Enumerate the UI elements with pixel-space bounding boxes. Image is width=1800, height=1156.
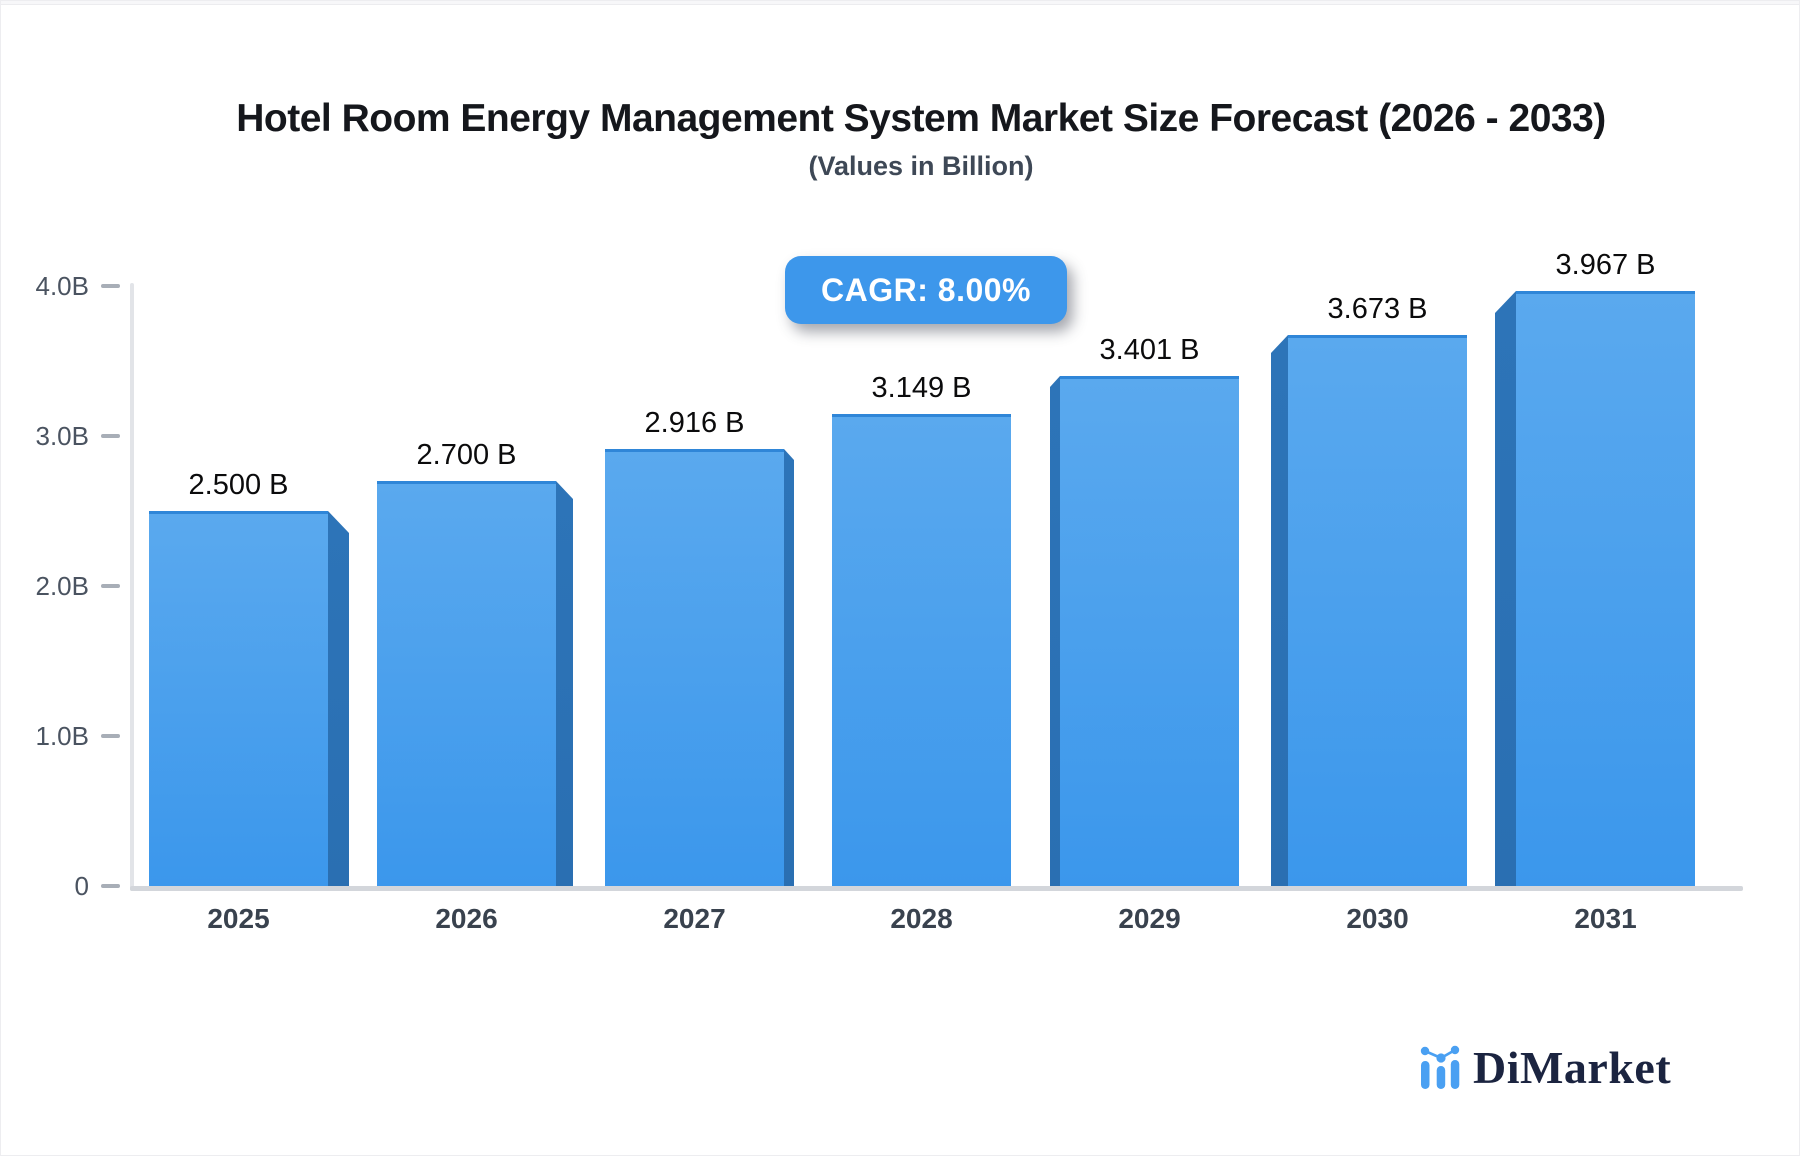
dimarket-logo-icon [1420, 1045, 1460, 1089]
bar-value-label-2030: 3.673 B [1327, 293, 1428, 325]
x-axis-label-2031: 2031 [1574, 903, 1637, 934]
bar-face-2026 [377, 481, 556, 886]
y-tick-label-0: 0 [74, 871, 89, 901]
y-tick-mark-0 [101, 884, 120, 888]
x-axis-line [130, 886, 1743, 891]
chart-subtitle: (Values in Billion) [808, 151, 1034, 181]
bar-face-2031 [1516, 291, 1695, 886]
cagr-badge: CAGR: 8.00% [785, 256, 1067, 324]
x-axis-label-2029: 2029 [1118, 903, 1181, 934]
bar-side-shade-2031 [1495, 291, 1516, 886]
bar-2027[interactable] [605, 449, 794, 886]
y-tick-label-2.0B: 2.0B [35, 571, 90, 601]
bar-value-label-2025: 2.500 B [188, 469, 289, 501]
bar-2028[interactable] [832, 414, 1011, 886]
bar-value-label-2027: 2.916 B [644, 407, 745, 439]
x-axis-label-2027: 2027 [663, 903, 726, 934]
bar-face-2028 [832, 414, 1011, 886]
y-tick-mark-4.0B [101, 284, 120, 288]
dimarket-logo: DiMarket [1420, 1041, 1671, 1094]
bar-2030[interactable] [1271, 335, 1467, 886]
bar-2026[interactable] [377, 481, 573, 886]
bar-face-2030 [1288, 335, 1467, 886]
bar-2031[interactable] [1495, 291, 1695, 886]
bar-value-label-2029: 3.401 B [1099, 334, 1200, 366]
y-tick-mark-2.0B [101, 584, 120, 588]
dimarket-logo-text: DiMarket [1473, 1042, 1672, 1093]
bar-2029[interactable] [1050, 376, 1239, 886]
bar-face-2025 [149, 511, 328, 886]
bar-side-shade-2029 [1050, 376, 1060, 886]
bar-value-label-2031: 3.967 B [1555, 249, 1656, 281]
bar-face-2027 [605, 449, 784, 886]
bar-value-label-2026: 2.700 B [416, 439, 517, 471]
y-axis-line [130, 283, 134, 891]
bar-side-shade-2030 [1271, 335, 1288, 886]
bar-side-shade-2026 [556, 481, 573, 886]
bar-value-label-2028: 3.149 B [871, 372, 972, 404]
y-tick-label-1.0B: 1.0B [35, 721, 90, 751]
chart-title: Hotel Room Energy Management System Mark… [236, 97, 1606, 140]
bar-2025[interactable] [149, 511, 349, 886]
bar-face-2029 [1060, 376, 1239, 886]
x-axis-label-2026: 2026 [435, 903, 498, 934]
x-axis-label-2025: 2025 [207, 903, 270, 934]
y-tick-label-4.0B: 4.0B [35, 271, 90, 301]
bar-side-shade-2027 [784, 449, 794, 886]
y-tick-mark-3.0B [101, 434, 120, 438]
y-tick-mark-1.0B [101, 734, 120, 738]
y-tick-label-3.0B: 3.0B [35, 421, 90, 451]
bar-side-shade-2025 [328, 511, 349, 886]
x-axis-label-2030: 2030 [1346, 903, 1409, 934]
page-top-strip [1, 1, 1799, 5]
x-axis-label-2028: 2028 [890, 903, 953, 934]
